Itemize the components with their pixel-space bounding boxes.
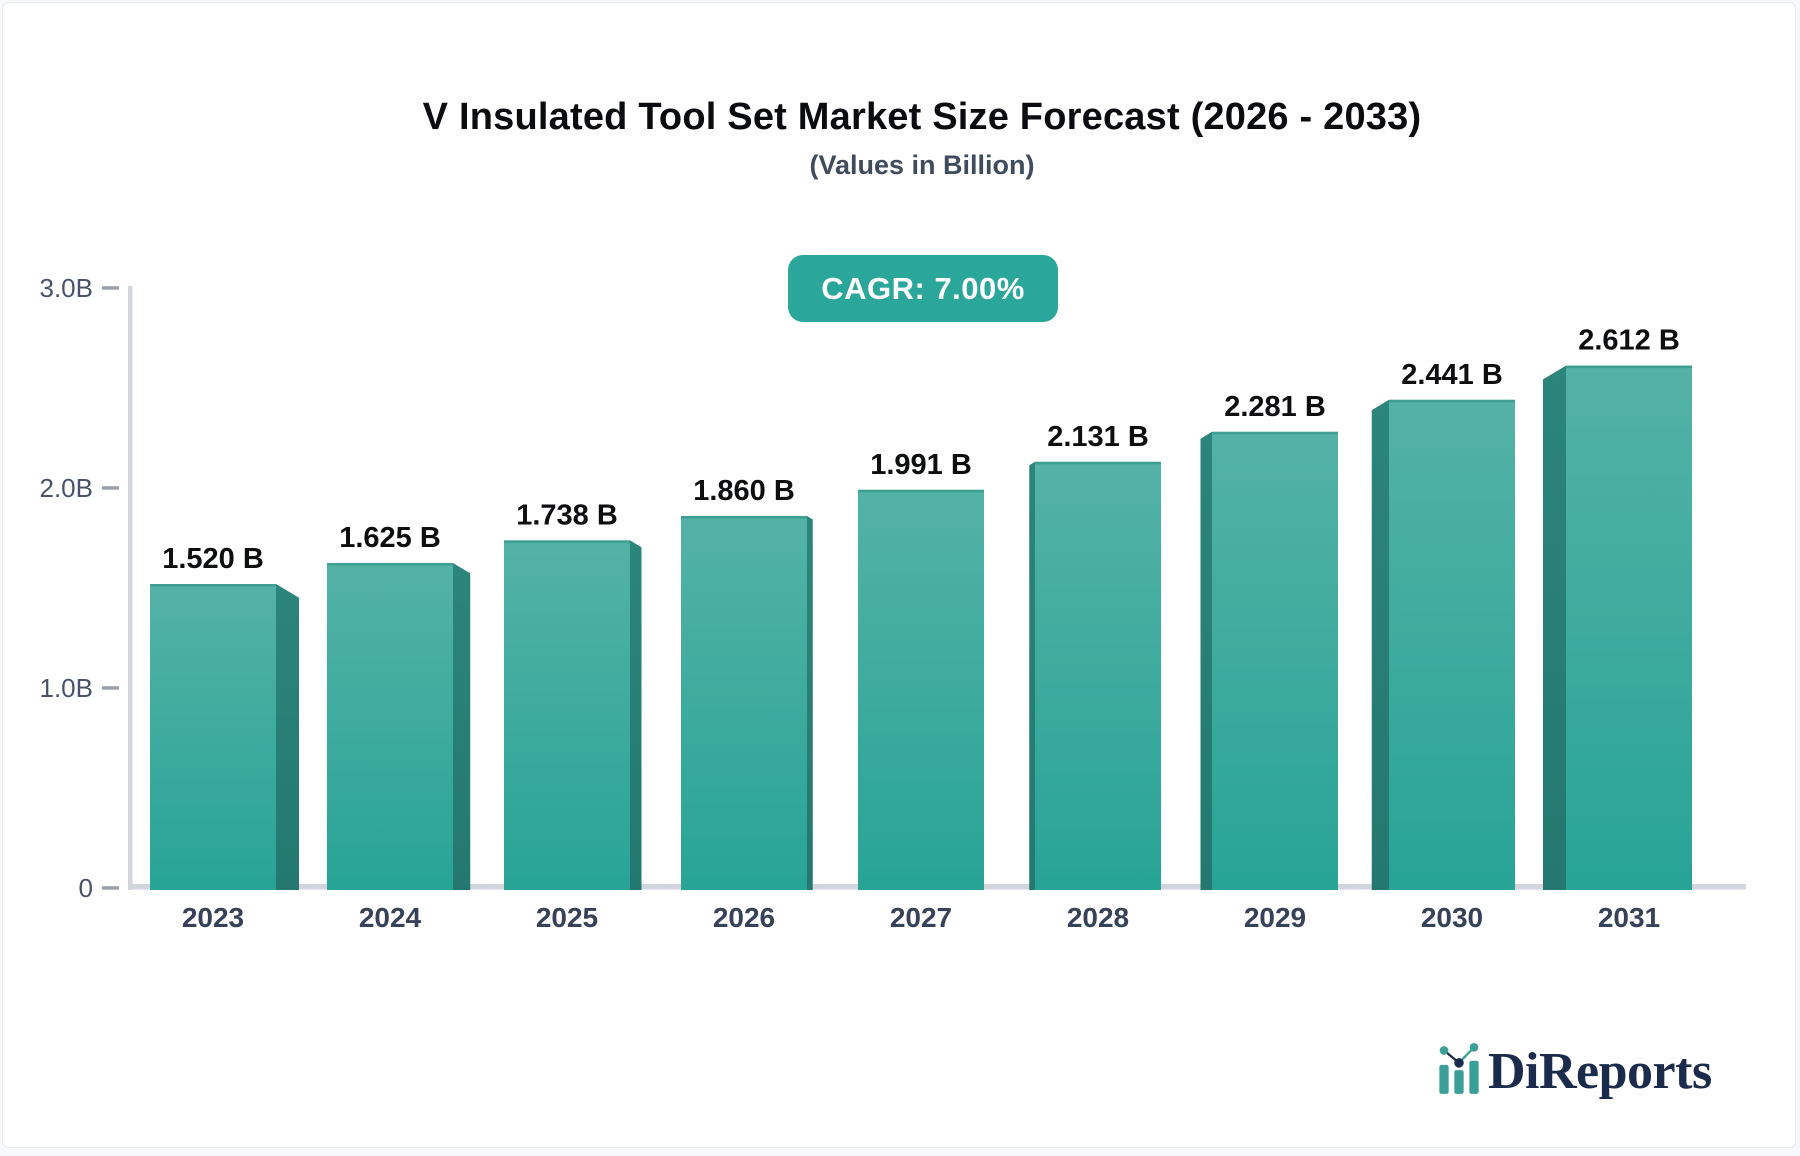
bar-chart-trendline-icon — [1439, 1042, 1479, 1094]
y-tick-label: 0 — [79, 873, 93, 903]
bar-front-face — [1035, 461, 1161, 890]
x-category-label: 2026 — [713, 902, 775, 933]
y-tick-label: 3.0B — [40, 273, 94, 303]
bar-top-edge — [150, 584, 276, 587]
bar-value-label: 1.991 B — [870, 449, 972, 481]
x-category-label: 2030 — [1421, 902, 1483, 933]
y-tick-label: 1.0B — [40, 673, 94, 703]
bar-side-face — [1029, 461, 1035, 890]
x-category-label: 2024 — [359, 902, 422, 933]
bar-side-face — [1543, 365, 1566, 891]
bar-2026: 1.860 B 2026 — [681, 475, 813, 933]
bar-side-face — [1371, 399, 1389, 890]
bar-top-edge — [1212, 431, 1338, 435]
bar-value-label: 2.281 B — [1224, 391, 1326, 423]
chart-subtitle: (Values in Billion) — [809, 150, 1035, 180]
bar-side-face — [807, 516, 813, 890]
bar-top-edge — [1389, 399, 1515, 403]
x-category-label: 2027 — [890, 902, 952, 933]
bar-side-face — [630, 540, 642, 890]
bar-front-face — [681, 516, 807, 890]
bar-2030: 2.441 B 2030 — [1371, 359, 1515, 933]
bar-front-face — [327, 563, 453, 890]
y-tick-mark — [102, 286, 119, 290]
bar-2027: 1.991 B 2027 — [858, 449, 984, 933]
bar-value-label: 2.131 B — [1047, 421, 1149, 453]
x-category-label: 2029 — [1244, 902, 1306, 933]
logo-text: DiReports — [1488, 1043, 1712, 1100]
cagr-badge-label: CAGR: 7.00% — [821, 270, 1025, 306]
bar-2023: 1.520 B 2023 — [150, 543, 299, 933]
bar-top-edge — [327, 563, 453, 566]
bar-value-label: 1.625 B — [339, 522, 441, 554]
x-category-label: 2023 — [182, 902, 244, 933]
bar-front-face — [150, 584, 276, 890]
chart-title: V Insulated Tool Set Market Size Forecas… — [422, 96, 1422, 138]
y-tick-mark — [102, 686, 119, 690]
bar-top-edge — [858, 489, 984, 493]
cagr-badge: CAGR: 7.00% — [788, 255, 1058, 322]
bar-top-edge — [1035, 461, 1161, 465]
bar-side-face — [453, 563, 471, 890]
y-tick-mark — [102, 486, 119, 490]
bar-value-label: 1.738 B — [516, 499, 618, 531]
y-axis-line — [128, 286, 133, 890]
bar-top-edge — [1566, 365, 1692, 369]
bar-side-face — [1200, 431, 1212, 890]
x-category-label: 2025 — [536, 902, 598, 933]
bar-2024: 1.625 B 2024 — [327, 522, 471, 933]
direports-logo: DiReports — [1437, 1036, 1712, 1098]
bar-top-edge — [681, 516, 807, 519]
bar-front-face — [1212, 431, 1338, 890]
x-category-label: 2028 — [1067, 902, 1129, 933]
x-category-label: 2031 — [1598, 902, 1660, 933]
bar-front-face — [858, 489, 984, 890]
bar-value-label: 2.441 B — [1401, 359, 1503, 391]
bar-value-label: 2.612 B — [1578, 325, 1680, 357]
bar-front-face — [1389, 399, 1515, 890]
bar-2031: 2.612 B 2031 — [1543, 325, 1692, 933]
y-tick-mark — [102, 886, 119, 890]
bar-front-face — [504, 540, 630, 890]
bar-side-face — [276, 584, 299, 890]
bar-top-edge — [504, 540, 630, 543]
bar-front-face — [1566, 365, 1692, 891]
y-tick-label: 2.0B — [40, 473, 94, 503]
bar-value-label: 1.520 B — [162, 543, 264, 575]
bar-2025: 1.738 B 2025 — [504, 499, 642, 933]
bar-2028: 2.131 B 2028 — [1029, 421, 1161, 933]
bar-value-label: 1.860 B — [693, 475, 795, 507]
bar-2029: 2.281 B 2029 — [1200, 391, 1338, 933]
